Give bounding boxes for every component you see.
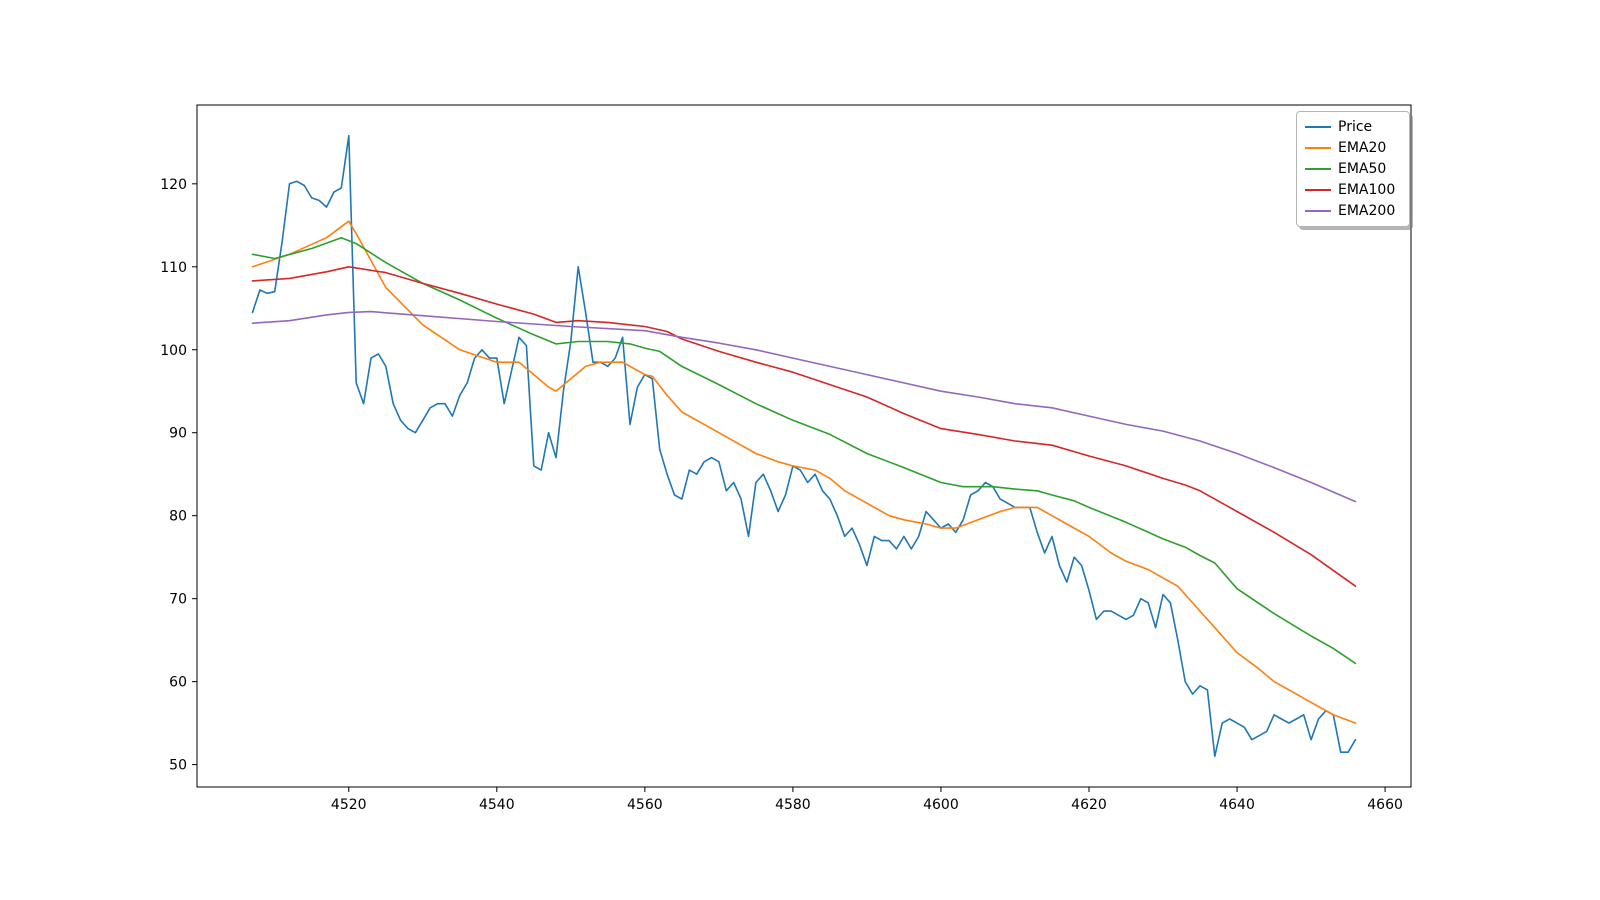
legend-line-ema50-icon (1305, 168, 1331, 170)
legend-item-ema20[interactable]: EMA20 (1305, 139, 1401, 157)
legend-item-ema50[interactable]: EMA50 (1305, 160, 1401, 178)
legend-item-ema200[interactable]: EMA200 (1305, 202, 1401, 220)
x-tick-label: 4660 (1367, 797, 1403, 813)
legend-label-ema20: EMA20 (1338, 140, 1387, 156)
legend-line-price-icon (1305, 126, 1331, 128)
y-tick-label: 60 (169, 675, 187, 691)
x-tick-label: 4580 (775, 797, 811, 813)
series-line-ema100 (251, 266, 1357, 587)
plot-frame (196, 104, 1412, 788)
legend-label-price: Price (1338, 119, 1373, 135)
y-tick-label: 110 (160, 260, 187, 276)
legend-item-ema100[interactable]: EMA100 (1305, 181, 1401, 199)
x-tick-label: 4520 (331, 797, 367, 813)
y-tick-label: 70 (169, 592, 187, 608)
y-tick-label: 80 (169, 509, 187, 525)
legend-line-ema100-icon (1305, 189, 1331, 191)
x-tick-label: 4560 (627, 797, 663, 813)
x-tick-label: 4600 (923, 797, 959, 813)
legend-label-ema50: EMA50 (1338, 161, 1387, 177)
legend-label-ema200: EMA200 (1338, 203, 1396, 219)
y-tick-label: 120 (160, 177, 187, 193)
x-tick-label: 4540 (479, 797, 515, 813)
y-tick-label: 90 (169, 426, 187, 442)
legend-item-price[interactable]: Price (1305, 118, 1401, 136)
y-tick-label: 50 (169, 758, 187, 774)
x-tick-label: 4620 (1071, 797, 1107, 813)
series-line-ema50 (251, 236, 1357, 665)
series-line-ema200 (251, 310, 1357, 503)
y-tick-label: 100 (160, 343, 187, 359)
x-tick-label: 4640 (1219, 797, 1255, 813)
series-line-price (251, 134, 1357, 758)
legend-label-ema100: EMA100 (1338, 182, 1396, 198)
series-line-ema20 (251, 220, 1357, 724)
legend-line-ema200-icon (1305, 210, 1331, 212)
legend-line-ema20-icon (1305, 147, 1331, 149)
legend: Price EMA20 EMA50 EMA100 EMA200 (1296, 111, 1410, 227)
